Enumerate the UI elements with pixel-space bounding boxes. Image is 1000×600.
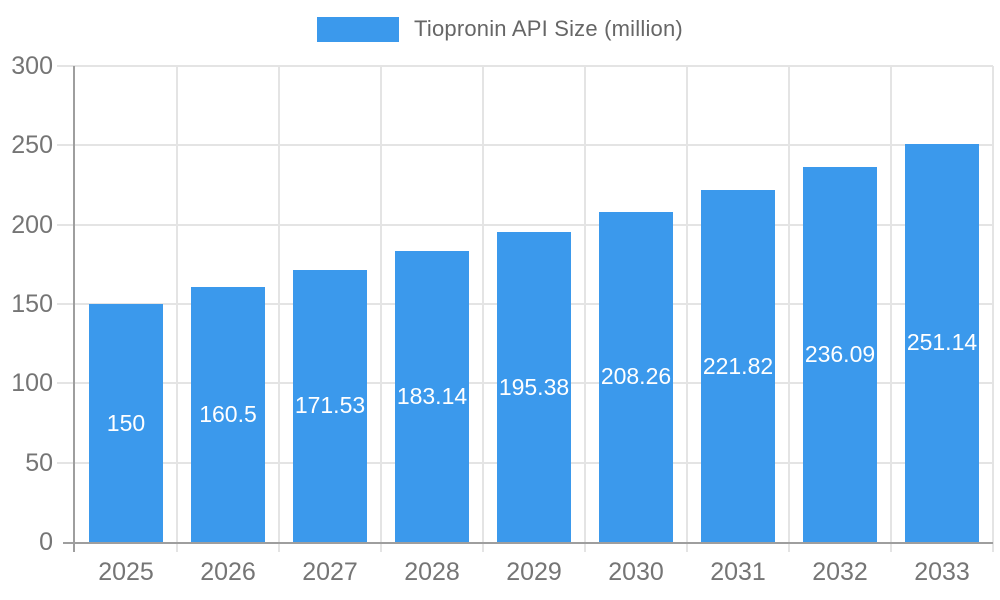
x-axis-tick-label: 2026 <box>200 558 256 586</box>
y-axis-tick-label: 250 <box>11 131 53 160</box>
y-gridline <box>57 223 993 226</box>
x-gridline <box>686 66 688 552</box>
x-gridline <box>482 66 484 552</box>
y-gridline <box>57 65 993 67</box>
bar-value-label: 183.14 <box>396 383 468 410</box>
bar-value-label: 150 <box>106 409 146 436</box>
bar-2027[interactable]: 171.53 <box>292 269 368 542</box>
x-axis-tick-label: 2027 <box>302 558 358 586</box>
x-gridline <box>278 66 280 552</box>
bar-2032[interactable]: 236.09 <box>802 167 878 542</box>
x-gridline <box>380 66 382 552</box>
y-axis-tick-label: 50 <box>25 448 53 477</box>
bar-2031[interactable]: 221.82 <box>700 190 776 542</box>
bar-value-label: 221.82 <box>702 352 774 379</box>
y-axis-tick-label: 150 <box>11 290 53 318</box>
bar-2030[interactable]: 208.26 <box>598 211 674 542</box>
x-gridline <box>584 66 586 552</box>
x-axis-tick-label: 2025 <box>98 558 154 586</box>
x-gridline <box>788 66 790 552</box>
bar-2028[interactable]: 183.14 <box>394 251 470 542</box>
bar-value-label: 251.14 <box>906 329 978 356</box>
bar-2033[interactable]: 251.14 <box>904 143 980 542</box>
plot-area: 0 50 100 150 200 250 300 150 2025 160.5 2026 171.53… <box>11 52 994 586</box>
x-gridline <box>176 66 178 552</box>
bar-value-label: 195.38 <box>498 373 570 400</box>
x-axis-tick-label: 2030 <box>608 558 664 586</box>
bar-2025[interactable]: 150 <box>88 304 164 542</box>
x-axis-line <box>63 542 993 544</box>
y-axis-tick-label: 200 <box>11 210 53 239</box>
bar-2026[interactable]: 160.5 <box>190 287 266 542</box>
x-axis-tick-label: 2033 <box>914 558 970 586</box>
bar-value-label: 236.09 <box>804 341 876 368</box>
legend-label: Tiopronin API Size (million) <box>414 16 683 41</box>
y-axis-tick-label: 100 <box>11 369 53 398</box>
x-gridline <box>992 66 994 552</box>
x-axis-tick-label: 2032 <box>812 558 868 586</box>
x-gridline <box>890 66 892 552</box>
y-axis-tick-label: 0 <box>39 528 53 556</box>
x-axis-tick-label: 2031 <box>710 558 766 586</box>
y-gridline <box>57 144 993 147</box>
bar-value-label: 171.53 <box>294 392 366 419</box>
x-axis-tick-label: 2028 <box>404 558 460 586</box>
chart-legend: Tiopronin API Size (million) <box>0 16 1000 42</box>
y-axis-tick-label: 300 <box>11 52 53 80</box>
x-axis-tick-label: 2029 <box>506 558 562 586</box>
bar-value-label: 160.5 <box>199 401 257 428</box>
legend-item[interactable]: Tiopronin API Size (million) <box>317 16 683 42</box>
y-axis-line <box>73 66 75 552</box>
bar-value-label: 208.26 <box>600 363 672 390</box>
bar-2029[interactable]: 195.38 <box>496 232 572 542</box>
legend-swatch <box>317 16 400 42</box>
